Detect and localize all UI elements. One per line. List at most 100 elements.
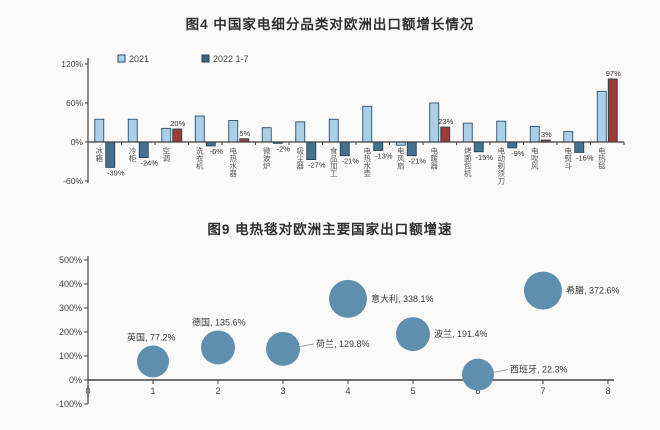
leader-line (297, 343, 315, 348)
bubble-label: 德国, 135.6% (192, 316, 246, 327)
bubble-德国 (201, 330, 235, 365)
value-label: -24% (140, 159, 158, 168)
category-label: 微波炉 (262, 146, 271, 171)
y-tick-label: 120% (61, 59, 83, 69)
y-tick-label: 100% (59, 351, 82, 361)
bar-2022-6 (306, 141, 317, 160)
category-label: 洗衣机 (195, 146, 204, 171)
legend-label-2022: 2022 1-7 (213, 54, 249, 64)
value-label: 20% (170, 119, 185, 128)
value-label: -15% (475, 153, 493, 162)
x-tick-label: 6 (475, 386, 480, 396)
bar-2021-1 (127, 118, 138, 143)
value-label: 23% (438, 117, 453, 126)
y-tick-label: 300% (59, 303, 82, 313)
leader-line (491, 369, 509, 374)
legend-swatch-2021 (117, 54, 126, 63)
value-label: 3% (541, 130, 552, 139)
bar-2021-3 (194, 115, 205, 143)
category-label: 空调 (162, 146, 171, 164)
x-tick-label: 2 (215, 386, 220, 396)
bar-2022-11 (473, 141, 484, 153)
bubble-英国 (137, 345, 169, 378)
bar-2021-11 (462, 122, 473, 143)
bar-2021-0 (94, 118, 105, 143)
x-tick-label: 8 (605, 386, 610, 396)
bar-2022-0 (105, 141, 116, 168)
y-tick-label: 200% (59, 327, 82, 337)
y-tick-label: 400% (59, 279, 82, 289)
category-label: 电热水器 (229, 146, 238, 179)
x-tick-label: 4 (345, 386, 350, 396)
value-label: -27% (308, 161, 326, 170)
value-label: -6% (210, 147, 224, 156)
x-tick-label: 7 (540, 386, 545, 396)
bar-2022-10 (440, 126, 451, 143)
y-tick-label: 0% (71, 137, 84, 147)
figure4-title: 图4 中国家电细分品类对欧洲出口额增长情况 (185, 17, 475, 32)
x-tick-label: 5 (410, 386, 415, 396)
bar-2022-9 (406, 141, 417, 157)
bar-2021-6 (295, 121, 306, 143)
bubble-label: 意大利, 338.1% (371, 293, 434, 304)
bubble-波兰 (396, 317, 430, 352)
bubble-label: 西班牙, 22.3% (510, 364, 568, 375)
category-label: 吸尘器 (296, 147, 305, 171)
bubble-label: 英国, 77.2% (127, 331, 176, 342)
bar-2021-15 (596, 90, 607, 143)
bar-2021-8 (362, 105, 373, 143)
legend-swatch-2022 (201, 54, 210, 63)
bar-2022-7 (339, 141, 350, 157)
value-label: -21% (341, 157, 359, 166)
value-label: -21% (408, 157, 426, 166)
bar-2022-8 (373, 141, 384, 151)
bar-2021-4 (228, 120, 239, 143)
category-label: 电动剃须刀 (497, 146, 506, 186)
bar-2021-14 (563, 131, 574, 143)
bar-2022-12 (507, 141, 518, 149)
category-label: 食品加工 (329, 146, 338, 178)
category-label: 电吹风 (530, 146, 539, 171)
x-tick-label: 1 (150, 386, 155, 396)
bubble-label: 希腊, 372.6% (566, 285, 620, 296)
bar-2021-7 (328, 118, 339, 143)
category-label: 电热水壶 (363, 146, 372, 178)
bar-2022-1 (138, 141, 149, 159)
bar-2022-2 (172, 128, 183, 143)
bar-2021-2 (161, 127, 172, 143)
value-label: -16% (576, 153, 594, 162)
category-label: 冰箱 (95, 146, 104, 164)
bubble-label: 波兰, 191.4% (434, 328, 488, 339)
category-label: 电热毯 (597, 146, 606, 170)
bubble-荷兰 (266, 331, 300, 366)
y-tick-label: -100% (56, 399, 82, 409)
bubble-西班牙 (462, 358, 494, 391)
value-label: -9% (511, 149, 525, 158)
bubble-意大利 (329, 279, 367, 318)
bubble-希腊 (524, 271, 562, 310)
x-tick-label: 3 (280, 386, 285, 396)
y-tick-label: 500% (59, 255, 82, 265)
category-label: 冷柜 (128, 146, 137, 164)
category-label: 电熨斗 (564, 146, 573, 170)
bar-2021-13 (529, 125, 540, 143)
bubble-label: 荷兰, 129.8% (316, 338, 370, 349)
y-tick-label: 0% (69, 375, 82, 385)
category-label: 电风扇 (396, 146, 405, 171)
category-label: 烤面包机 (463, 146, 472, 179)
value-label: -2% (277, 144, 291, 153)
value-label: 97% (606, 69, 621, 78)
y-tick-label: 60% (66, 98, 83, 108)
figure4-bar-chart: 2021 2022 1-7 120% 60% 0% -60% -39%冰箱 -24%冷柜 20%… (61, 54, 625, 186)
value-label: -39% (107, 168, 125, 177)
value-label: -13% (375, 151, 393, 160)
value-label: 5% (239, 129, 250, 138)
x-tick-label: 0 (85, 386, 90, 396)
bar-2022-15 (607, 78, 618, 143)
category-label: 电暖器 (430, 146, 439, 171)
legend-label-2021: 2021 (129, 54, 149, 64)
bar-2021-5 (261, 127, 272, 143)
bar-2022-14 (574, 141, 585, 153)
bar-2021-12 (496, 120, 507, 143)
